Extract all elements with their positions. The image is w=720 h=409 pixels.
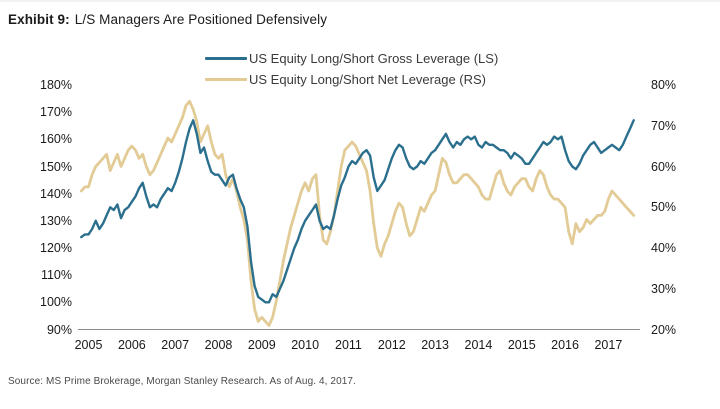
x-axis-tick: 2014	[464, 338, 493, 352]
net-line-swatch	[205, 77, 247, 81]
legend-item-net: US Equity Long/Short Net Leverage (RS)	[205, 71, 498, 87]
exhibit-title: Exhibit 9: L/S Managers Are Positioned De…	[8, 12, 327, 27]
net-leverage-line	[79, 99, 636, 327]
left-axis-tick: 170%	[40, 105, 72, 120]
right-axis-tick: 30%	[651, 281, 677, 296]
x-axis-tick: 2011	[335, 338, 362, 352]
x-axis-tick: 2009	[247, 338, 276, 352]
leverage-chart	[78, 99, 640, 330]
left-axis-tick: 90%	[46, 322, 72, 337]
gross-line-label: US Equity Long/Short Gross Leverage (LS)	[249, 50, 499, 66]
x-axis-tick: 2008	[204, 338, 233, 352]
right-axis-tick: 20%	[651, 322, 677, 337]
x-axis-tick: 2013	[421, 338, 449, 352]
x-axis-tick: 2012	[377, 338, 406, 352]
x-axis-tick: 2007	[161, 338, 190, 352]
x-axis-tick: 2010	[291, 338, 320, 352]
source-note: Source: MS Prime Brokerage, Morgan Stanl…	[8, 376, 356, 387]
gross-leverage-line	[80, 119, 635, 304]
left-axis-tick: 160%	[40, 132, 72, 147]
left-axis-tick: 100%	[40, 295, 72, 310]
left-axis-tick: 180%	[40, 78, 72, 92]
left-axis-tick: 140%	[40, 186, 72, 201]
net-line-label: US Equity Long/Short Net Leverage (RS)	[249, 71, 487, 87]
left-axis-tick: 120%	[40, 241, 72, 255]
x-axis-tick: 2015	[507, 338, 536, 352]
right-axis-tick: 80%	[651, 78, 677, 92]
right-axis-tick: 60%	[651, 159, 677, 174]
left-axis-tick: 150%	[40, 159, 72, 174]
left-axis-tick: 130%	[40, 213, 72, 228]
x-axis-tick: 2005	[74, 338, 103, 352]
gross-line-swatch	[205, 56, 247, 60]
left-axis-tick: 110%	[40, 268, 72, 283]
x-axis-tick: 2006	[117, 338, 146, 352]
x-axis-tick: 2016	[551, 338, 579, 352]
right-axis-tick: 70%	[651, 118, 677, 133]
exhibit-title-text: L/S Managers Are Positioned Defensively	[74, 12, 328, 27]
exhibit-label: Exhibit 9:	[8, 12, 70, 27]
chart-legend: US Equity Long/Short Gross Leverage (LS)…	[205, 50, 498, 87]
right-axis-tick: 40%	[651, 241, 677, 255]
legend-item-gross: US Equity Long/Short Gross Leverage (LS)	[205, 50, 498, 66]
x-axis-tick: 2017	[594, 338, 623, 352]
right-axis-tick: 50%	[651, 200, 677, 215]
